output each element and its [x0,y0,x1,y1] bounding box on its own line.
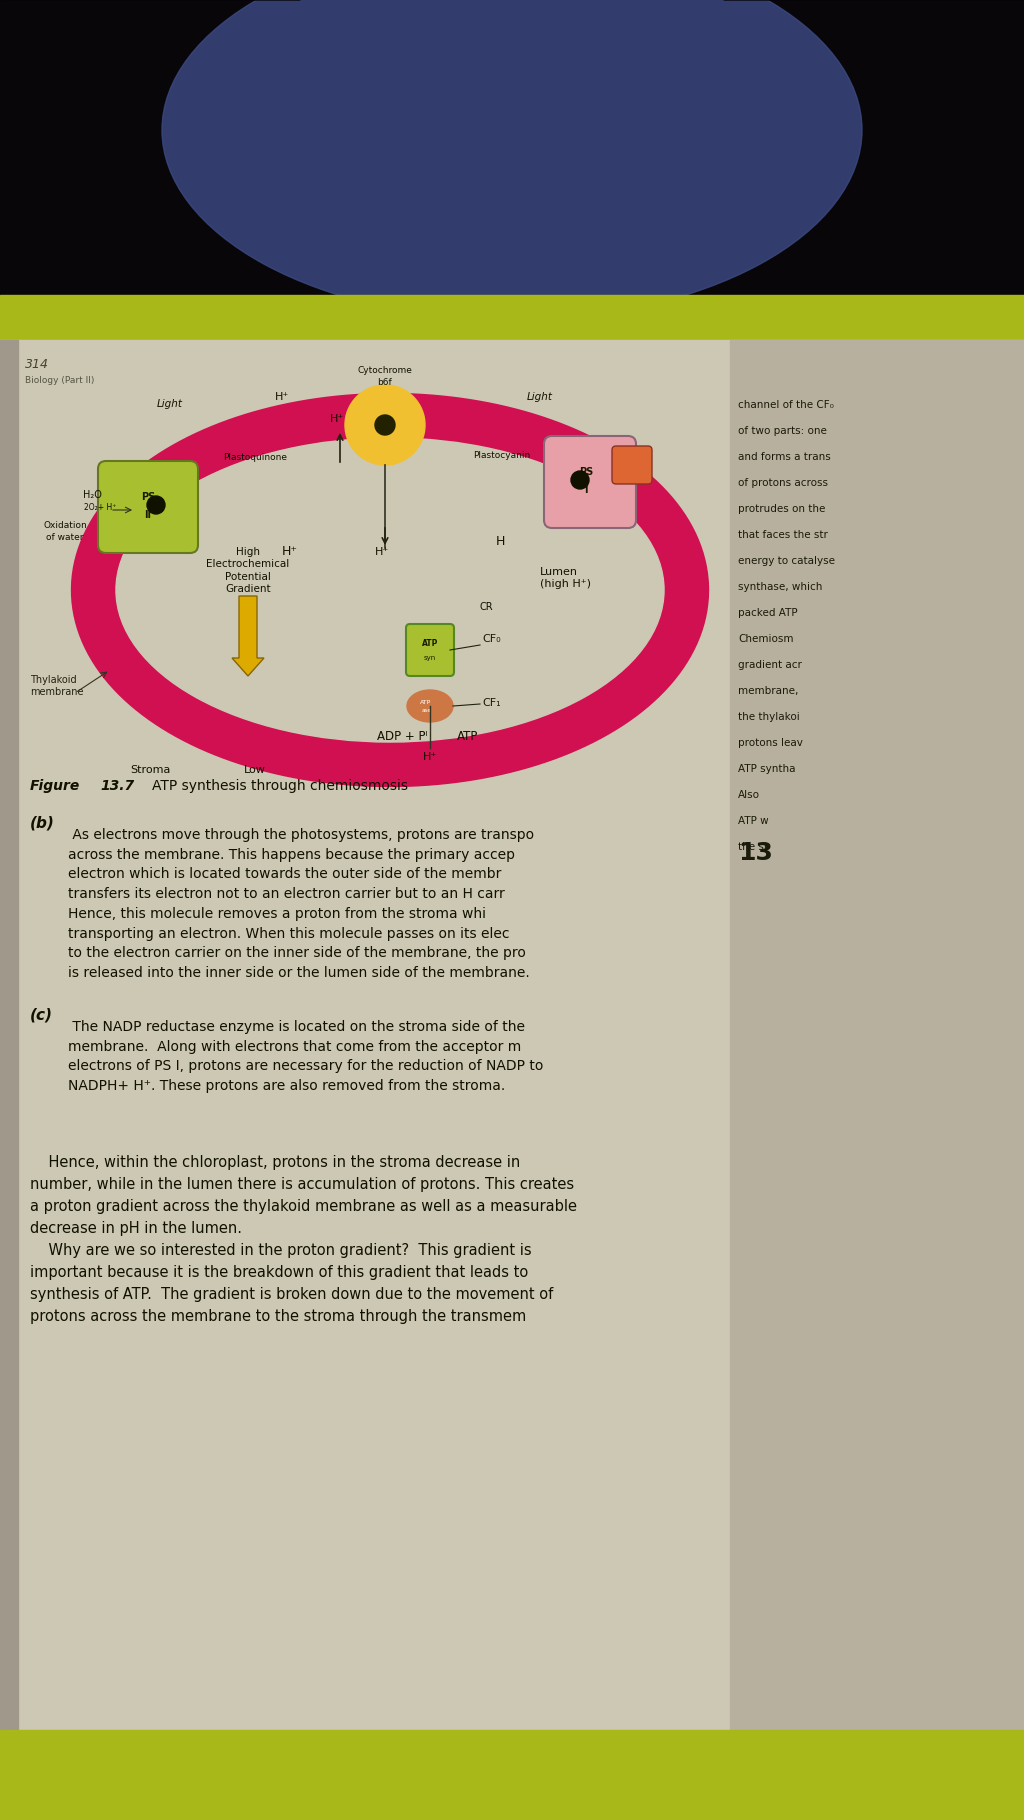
Text: channel of the CF₀: channel of the CF₀ [738,400,834,410]
Text: H⁺: H⁺ [375,548,389,557]
Text: 13: 13 [738,841,773,864]
Text: The NADP reductase enzyme is located on the stroma side of the
membrane.  Along : The NADP reductase enzyme is located on … [68,1019,544,1094]
Bar [730,340,1024,1820]
Text: CR: CR [480,602,494,612]
Ellipse shape [162,0,862,320]
Circle shape [345,386,425,464]
Text: of water: of water [46,533,84,542]
Ellipse shape [407,690,453,723]
Text: of two parts: one: of two parts: one [738,426,826,437]
Text: H: H [496,535,505,548]
Text: PS: PS [141,491,155,502]
Text: Low: Low [244,764,266,775]
Text: Light: Light [157,399,183,410]
Text: ATP w: ATP w [738,815,769,826]
Ellipse shape [116,439,664,743]
Text: syn: syn [424,655,436,661]
FancyBboxPatch shape [612,446,652,484]
Text: Thylakoid
membrane: Thylakoid membrane [30,675,84,697]
Text: Stroma: Stroma [130,764,170,775]
Bar [0,295,1024,349]
Text: II: II [144,510,152,521]
Bar [0,340,1024,1820]
Text: Light: Light [527,391,553,402]
Text: 314: 314 [25,359,49,371]
Text: protons leav: protons leav [738,737,803,748]
Text: Lumen
(high H⁺): Lumen (high H⁺) [540,568,591,590]
Text: CF₀: CF₀ [482,633,501,644]
Text: ATP: ATP [458,730,478,743]
Text: and forms a trans: and forms a trans [738,451,830,462]
Text: synthase, which: synthase, which [738,582,822,592]
Text: H⁺: H⁺ [423,752,437,763]
Text: Plastocyanin: Plastocyanin [473,451,530,460]
Text: As electrons move through the photosystems, protons are transpo
across the membr: As electrons move through the photosyste… [68,828,535,979]
Text: that faces the str: that faces the str [738,530,827,541]
Text: Also: Also [738,790,760,801]
Text: CF₁: CF₁ [482,699,501,708]
Circle shape [147,497,165,513]
Text: Biology (Part II): Biology (Part II) [25,377,94,386]
Text: I: I [585,484,588,495]
Text: Oxidation: Oxidation [43,521,87,530]
Text: energy to catalyse: energy to catalyse [738,555,835,566]
Text: ADP + Pᴵ: ADP + Pᴵ [377,730,427,743]
Text: Chemiosm: Chemiosm [738,633,794,644]
Text: 2O₂+ H⁺: 2O₂+ H⁺ [84,502,116,511]
Text: ATP: ATP [421,699,432,704]
Text: the thylakoi: the thylakoi [738,712,800,723]
Text: (c): (c) [30,1008,53,1023]
Text: PS: PS [579,468,593,477]
Text: of protons across: of protons across [738,479,828,488]
Text: the st: the st [738,843,768,852]
Text: High
Electrochemical
Potential
Gradient: High Electrochemical Potential Gradient [207,546,290,593]
Text: (b): (b) [30,815,55,832]
Text: ase: ase [421,708,431,713]
Text: ATP syntha: ATP syntha [738,764,796,774]
Text: Cytochrome: Cytochrome [357,366,413,375]
Circle shape [375,415,395,435]
Text: H⁺: H⁺ [274,391,289,402]
Text: H₂O: H₂O [83,490,101,501]
FancyBboxPatch shape [98,460,198,553]
FancyBboxPatch shape [406,624,454,675]
Bar [0,340,18,1820]
Text: Hence, within the chloroplast, protons in the stroma decrease in
number, while i: Hence, within the chloroplast, protons i… [30,1156,577,1323]
Text: ATP synthesis through chemiosmosis: ATP synthesis through chemiosmosis [152,779,408,794]
Text: membrane,: membrane, [738,686,799,695]
Text: packed ATP: packed ATP [738,608,798,619]
Text: H⁺: H⁺ [330,413,344,424]
Text: gradient acr: gradient acr [738,661,802,670]
Text: H⁺: H⁺ [282,544,298,559]
Text: protrudes on the: protrudes on the [738,504,825,513]
Text: 13.7: 13.7 [100,779,134,794]
Bar [0,0,1024,320]
Circle shape [571,471,589,490]
FancyArrow shape [232,595,264,675]
Text: Figure: Figure [30,779,80,794]
Text: Plastoquinone: Plastoquinone [223,453,287,462]
Text: b6f: b6f [378,379,392,388]
Bar [0,1731,1024,1820]
FancyBboxPatch shape [544,437,636,528]
Text: ATP: ATP [422,639,438,648]
